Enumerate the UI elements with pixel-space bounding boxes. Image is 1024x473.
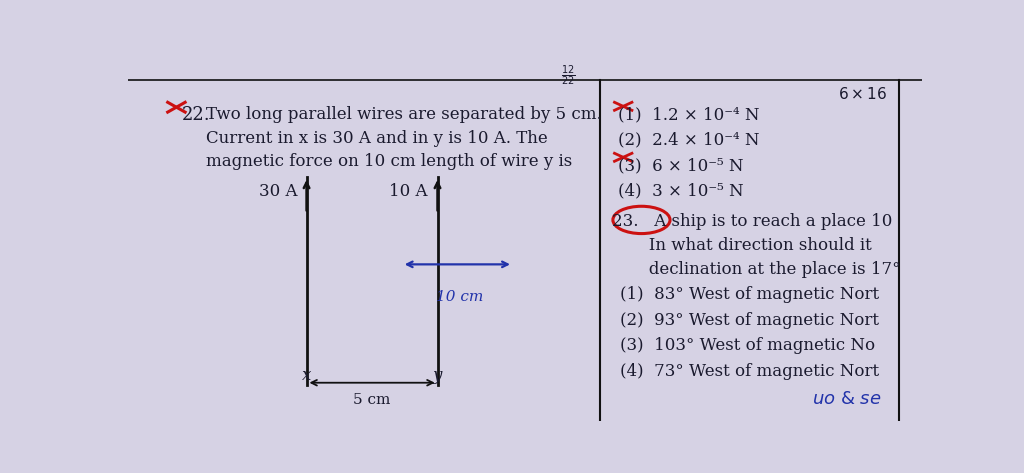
Text: y: y <box>433 367 442 384</box>
Text: (2)  2.4 × 10⁻⁴ N: (2) 2.4 × 10⁻⁴ N <box>618 131 760 149</box>
Text: 23.   A ship is to reach a place 10: 23. A ship is to reach a place 10 <box>612 213 893 230</box>
Text: (2)  93° West of magnetic Nort: (2) 93° West of magnetic Nort <box>620 312 879 329</box>
Text: Current in x is 30 A and in y is 10 A. The: Current in x is 30 A and in y is 10 A. T… <box>206 130 548 147</box>
Text: (3)  6 × 10⁻⁵ N: (3) 6 × 10⁻⁵ N <box>618 157 744 174</box>
Text: (4)  3 × 10⁻⁵ N: (4) 3 × 10⁻⁵ N <box>618 183 744 200</box>
Text: (3)  103° West of magnetic No: (3) 103° West of magnetic No <box>620 337 876 354</box>
Text: 10 A: 10 A <box>389 183 428 200</box>
Text: (4)  73° West of magnetic Nort: (4) 73° West of magnetic Nort <box>620 363 880 380</box>
Text: 10 cm: 10 cm <box>436 290 483 304</box>
Text: $\it{uo}$ & $\it{se}$: $\it{uo}$ & $\it{se}$ <box>812 390 882 408</box>
Text: magnetic force on 10 cm length of wire y is: magnetic force on 10 cm length of wire y… <box>206 153 572 170</box>
Text: In what direction should it: In what direction should it <box>612 237 871 254</box>
Text: declination at the place is 17°: declination at the place is 17° <box>612 261 900 278</box>
Text: 5 cm: 5 cm <box>353 393 391 407</box>
Text: $\frac{12}{22}$: $\frac{12}{22}$ <box>561 64 575 88</box>
Text: (1)  1.2 × 10⁻⁴ N: (1) 1.2 × 10⁻⁴ N <box>618 106 760 123</box>
Text: 22.: 22. <box>182 106 211 124</box>
Text: (1)  83° West of magnetic Nort: (1) 83° West of magnetic Nort <box>620 286 880 303</box>
Text: $6\times16$: $6\times16$ <box>839 86 887 102</box>
Text: 30 A: 30 A <box>258 183 297 200</box>
Text: x: x <box>302 367 311 384</box>
Text: Two long parallel wires are separated by 5 cm.: Two long parallel wires are separated by… <box>206 106 601 123</box>
